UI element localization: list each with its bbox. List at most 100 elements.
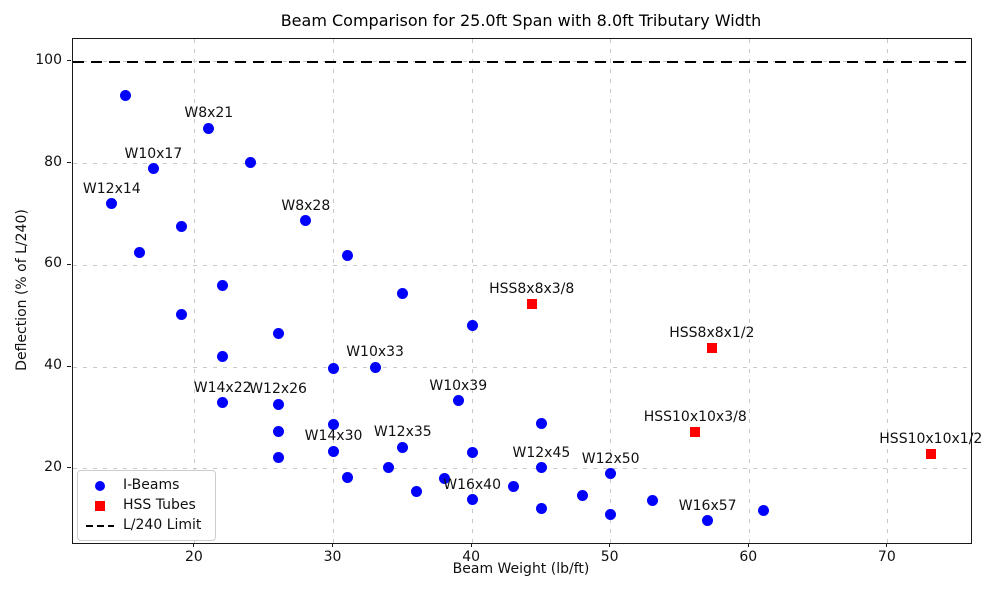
legend-item-hss-tubes: HSS Tubes [86, 498, 201, 513]
point-label-w14x22: W14x22 [193, 379, 252, 396]
scatter-point-i-beams-23 [397, 288, 409, 300]
i-beam-circle-icon [95, 480, 105, 491]
scatter-point-i-beams-12 [272, 398, 284, 410]
scatter-point-i-beams-34 [535, 503, 547, 515]
x-tick-70 [886, 543, 888, 547]
x-gridline-30 [333, 39, 335, 543]
legend-marker-wrap [86, 480, 114, 491]
x-tick-20 [193, 543, 195, 547]
x-tick-40 [470, 543, 472, 547]
scatter-point-i-beams-21 [369, 361, 381, 373]
y-tick-label-100: 100 [35, 51, 62, 68]
scatter-point-i-beams-29 [466, 447, 478, 459]
x-tick-label-20: 20 [185, 549, 203, 565]
point-label-w8x21: W8x21 [184, 105, 234, 121]
scatter-point-i-beams-25 [411, 485, 423, 497]
scatter-point-i-beams-5 [175, 309, 187, 321]
point-label-w10x17: W10x17 [124, 145, 183, 162]
y-tick-label-80: 80 [44, 153, 62, 170]
scatter-point-i-beams-6 [203, 122, 215, 134]
legend-marker-wrap [86, 524, 114, 527]
y-gridline-60 [73, 264, 971, 266]
x-tick-label-50: 50 [600, 549, 619, 565]
scatter-point-i-beams-28 [466, 319, 478, 331]
scatter-point-i-beams-30 [466, 494, 478, 506]
scatter-point-i-beams-39 [702, 515, 714, 527]
chart-title: Beam Comparison for 25.0ft Span with 8.0… [280, 11, 762, 30]
y-tick-20 [67, 467, 71, 469]
scatter-point-i-beams-1 [120, 90, 132, 102]
scatter-point-i-beams-33 [535, 462, 547, 474]
scatter-point-i-beams-4 [175, 220, 187, 232]
x-gridline-50 [610, 39, 612, 543]
scatter-point-i-beams-36 [605, 468, 617, 480]
scatter-point-i-beams-22 [383, 461, 395, 473]
y-tick-80 [67, 162, 71, 164]
legend-label-limit: L/240 Limit [123, 517, 202, 533]
scatter-point-i-beams-26 [438, 472, 450, 484]
point-label-w12x14: W12x14 [82, 180, 141, 197]
legend-item-limit: L/240 Limit [86, 518, 201, 533]
y-gridline-40 [73, 366, 971, 368]
x-axis-label: Beam Weight (lb/ft) [452, 561, 590, 577]
scatter-point-i-beams-27 [452, 395, 464, 407]
scatter-point-i-beams-11 [272, 328, 284, 340]
scatter-point-i-beams-17 [328, 419, 340, 430]
legend: I-Beams HSS Tubes L/240 Limit [77, 470, 217, 541]
x-tick-60 [747, 543, 749, 547]
scatter-point-i-beams-16 [328, 362, 340, 374]
scatter-point-i-beams-3 [147, 163, 159, 175]
y-tick-label-60: 60 [44, 255, 62, 272]
scatter-point-i-beams-0 [106, 198, 118, 210]
scatter-point-i-beams-24 [397, 441, 409, 453]
hss-square-icon [95, 500, 105, 511]
legend-marker-wrap [86, 500, 114, 511]
y-tick-60 [67, 263, 71, 265]
x-gridline-60 [748, 39, 750, 543]
scatter-point-i-beams-10 [244, 156, 256, 168]
scatter-point-hss-tubes-3 [925, 448, 936, 459]
scatter-point-i-beams-31 [508, 480, 520, 492]
scatter-point-hss-tubes-0 [526, 298, 537, 309]
scatter-point-i-beams-40 [757, 504, 769, 516]
scatter-point-i-beams-35 [577, 489, 589, 501]
x-tick-30 [332, 543, 334, 547]
point-label-w10x33: W10x33 [346, 344, 404, 361]
y-tick-40 [67, 365, 71, 367]
point-label-w10x39: W10x39 [429, 377, 488, 394]
scatter-point-i-beams-20 [341, 472, 353, 484]
y-tick-label-20: 20 [44, 458, 62, 475]
point-label-w12x45: W12x45 [512, 444, 571, 461]
limit-line [73, 60, 971, 63]
point-label-hss8x8x3-8: HSS8x8x3/8 [489, 280, 575, 297]
dashed-line-icon [86, 524, 114, 527]
point-label-w8x28: W8x28 [281, 197, 331, 214]
point-label-w16x40: W16x40 [443, 476, 501, 493]
x-gridline-20 [194, 39, 196, 543]
legend-label-i-beams: I-Beams [123, 477, 180, 493]
point-label-hss10x10x3-8: HSS10x10x3/8 [643, 409, 747, 426]
scatter-point-i-beams-7 [217, 280, 229, 292]
legend-item-i-beams: I-Beams [86, 478, 201, 493]
scatter-point-i-beams-9 [217, 397, 229, 409]
x-tick-label-40: 40 [462, 549, 481, 565]
point-label-w14x30: W14x30 [304, 428, 363, 445]
x-tick-label-70: 70 [877, 549, 896, 565]
scatter-point-i-beams-2 [134, 246, 146, 258]
legend-label-hss-tubes: HSS Tubes [123, 497, 196, 513]
x-tick-50 [609, 543, 611, 547]
y-tick-100 [67, 60, 71, 62]
y-axis-label: Deflection (% of L/240) [14, 209, 30, 371]
scatter-point-i-beams-13 [272, 425, 284, 437]
scatter-point-hss-tubes-2 [690, 427, 701, 438]
point-label-hss10x10x1-2: HSS10x10x1/2 [879, 430, 983, 447]
scatter-point-i-beams-18 [328, 445, 340, 457]
x-gridline-40 [471, 39, 473, 543]
y-tick-label-40: 40 [44, 357, 62, 374]
point-label-w12x35: W12x35 [373, 424, 432, 441]
point-label-w16x57: W16x57 [678, 497, 737, 514]
y-gridline-20 [73, 468, 971, 470]
scatter-point-i-beams-32 [535, 418, 547, 430]
scatter-point-i-beams-8 [217, 350, 229, 362]
